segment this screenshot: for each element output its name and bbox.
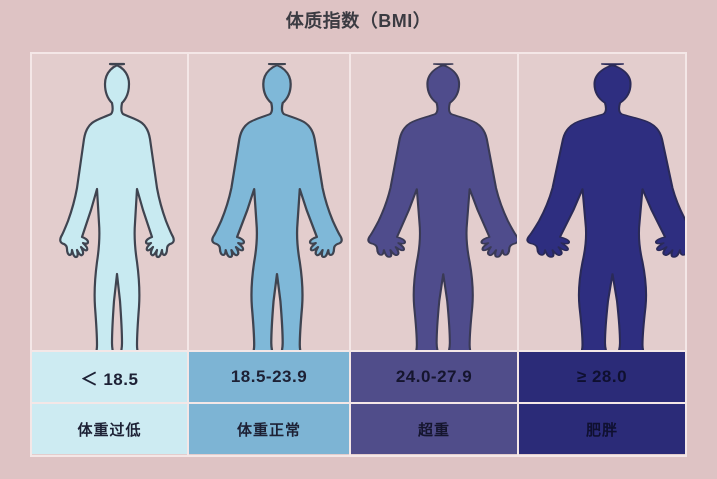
human-silhouette-icon	[58, 62, 175, 350]
bmi-status-overweight: 超重	[351, 402, 517, 454]
bmi-range-obese: ≥ 28.0	[519, 350, 685, 402]
body-figure-normal	[189, 54, 349, 350]
bmi-column-overweight[interactable]: 24.0-27.9 超重	[351, 54, 519, 455]
bmi-status-normal: 体重正常	[189, 402, 349, 454]
bmi-range-overweight: 24.0-27.9	[351, 350, 517, 402]
body-figure-underweight	[32, 54, 187, 350]
human-silhouette-icon	[211, 63, 343, 350]
human-silhouette-icon	[526, 63, 685, 350]
bmi-column-obese[interactable]: ≥ 28.0 肥胖	[519, 54, 685, 455]
bmi-range-underweight: ＜ 18.5	[32, 350, 187, 402]
bmi-column-underweight[interactable]: ＜ 18.5 体重过低	[32, 54, 189, 455]
body-figure-obese	[519, 54, 685, 350]
body-figure-overweight	[351, 54, 517, 350]
bmi-category-panel: ＜ 18.5 体重过低 18.5-23.9 体重正常	[30, 52, 687, 457]
bmi-range-normal: 18.5-23.9	[189, 350, 349, 402]
page-title: 体质指数（BMI）	[285, 11, 432, 31]
bmi-status-underweight: 体重过低	[32, 402, 187, 454]
bmi-status-obese: 肥胖	[519, 402, 685, 454]
bmi-column-normal[interactable]: 18.5-23.9 体重正常	[189, 54, 351, 455]
human-silhouette-icon	[367, 63, 517, 350]
